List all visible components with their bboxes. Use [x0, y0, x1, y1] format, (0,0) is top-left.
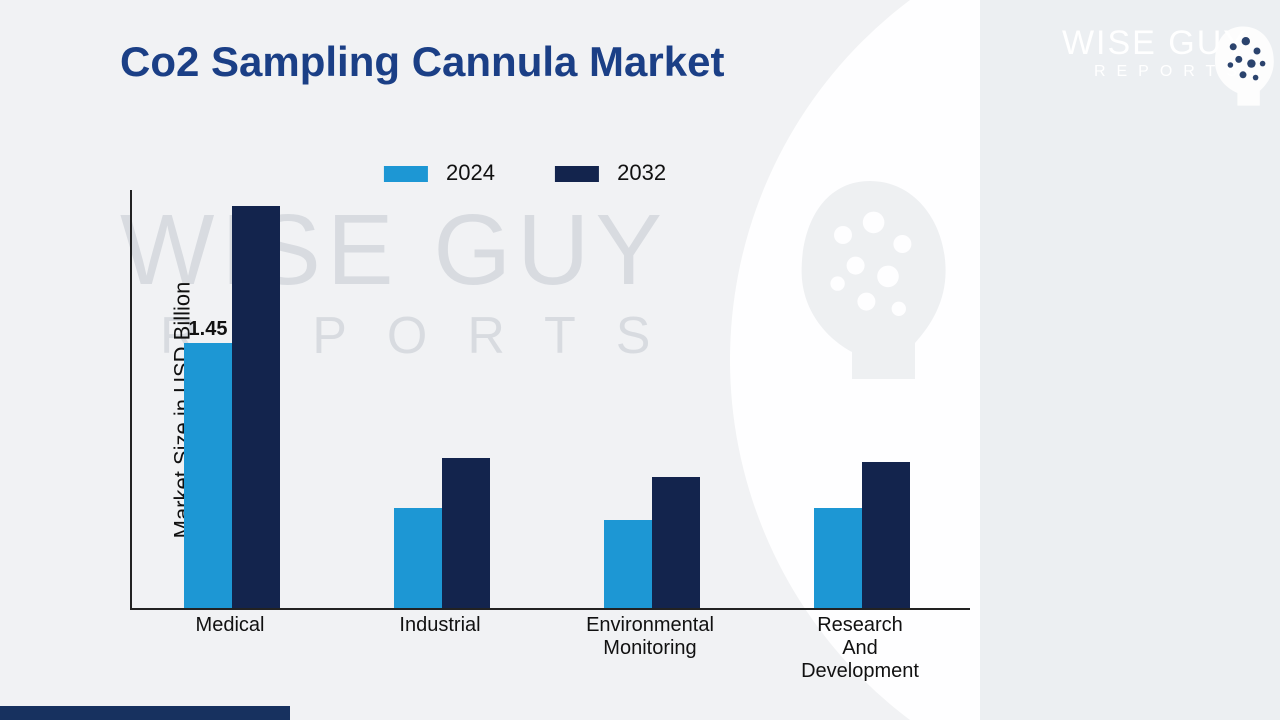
- x-axis-label: EnvironmentalMonitoring: [550, 614, 750, 660]
- x-axis-label: Medical: [130, 614, 330, 637]
- legend-item-2032: 2032: [555, 160, 666, 186]
- bar-2024: [184, 343, 232, 608]
- chart-area: Market Size in USD Billion 2024 2032 1.4…: [60, 160, 990, 660]
- legend: 2024 2032: [384, 160, 666, 186]
- bar-group: [152, 206, 312, 608]
- legend-swatch-2024: [384, 166, 428, 182]
- bar-2032: [442, 458, 490, 608]
- bar-2024: [394, 508, 442, 608]
- bar-group: [572, 477, 732, 608]
- chart-title: Co2 Sampling Cannula Market: [120, 38, 724, 86]
- x-axis-label: ResearchAndDevelopment: [760, 614, 960, 683]
- logo-head-icon: [1208, 20, 1278, 110]
- legend-label-2032: 2032: [617, 160, 666, 185]
- bar-value-label: 1.45: [189, 318, 228, 341]
- x-axis-labels: Medical Industrial EnvironmentalMonitoring…: [130, 614, 970, 684]
- footer-accent-bar: [0, 706, 290, 720]
- legend-swatch-2032: [555, 166, 599, 182]
- bar-2032: [232, 206, 280, 608]
- bar-2032: [862, 462, 910, 608]
- chart-slide: WISE GUY REPORTS Co2 Sampling Cannula Ma…: [0, 0, 1280, 720]
- bar-2032: [652, 477, 700, 608]
- bar-group: [782, 462, 942, 608]
- x-axis-label: Industrial: [340, 614, 540, 637]
- bar-2024: [604, 520, 652, 608]
- bar-2024: [814, 508, 862, 608]
- plot-region: 1.45: [130, 190, 970, 610]
- legend-item-2024: 2024: [384, 160, 495, 186]
- legend-label-2024: 2024: [446, 160, 495, 185]
- bar-group: [362, 458, 522, 608]
